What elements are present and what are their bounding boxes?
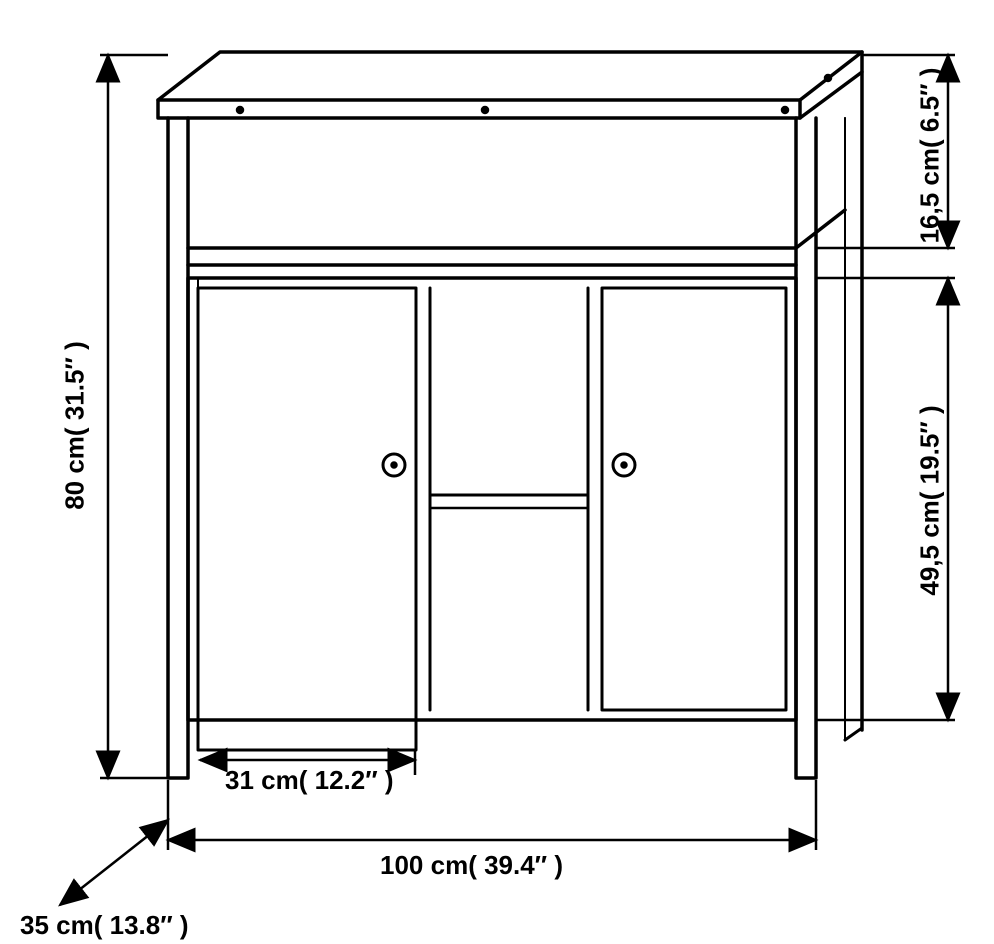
dim-door-width: 31 cm( 12.2″ ): [225, 765, 394, 796]
dim-depth: 35 cm( 13.8″ ): [20, 910, 189, 941]
dim-height-total: 80 cm( 31.5″ ): [60, 326, 91, 526]
dim-cabinet-height: 49,5 cm( 19.5″ ): [915, 391, 946, 611]
dim-width-total: 100 cm( 39.4″ ): [380, 850, 563, 881]
dimension-lines: [60, 55, 955, 905]
dim-shelf-height: 16,5 cm( 6.5″ ): [915, 56, 946, 256]
furniture-drawing: [158, 52, 862, 778]
